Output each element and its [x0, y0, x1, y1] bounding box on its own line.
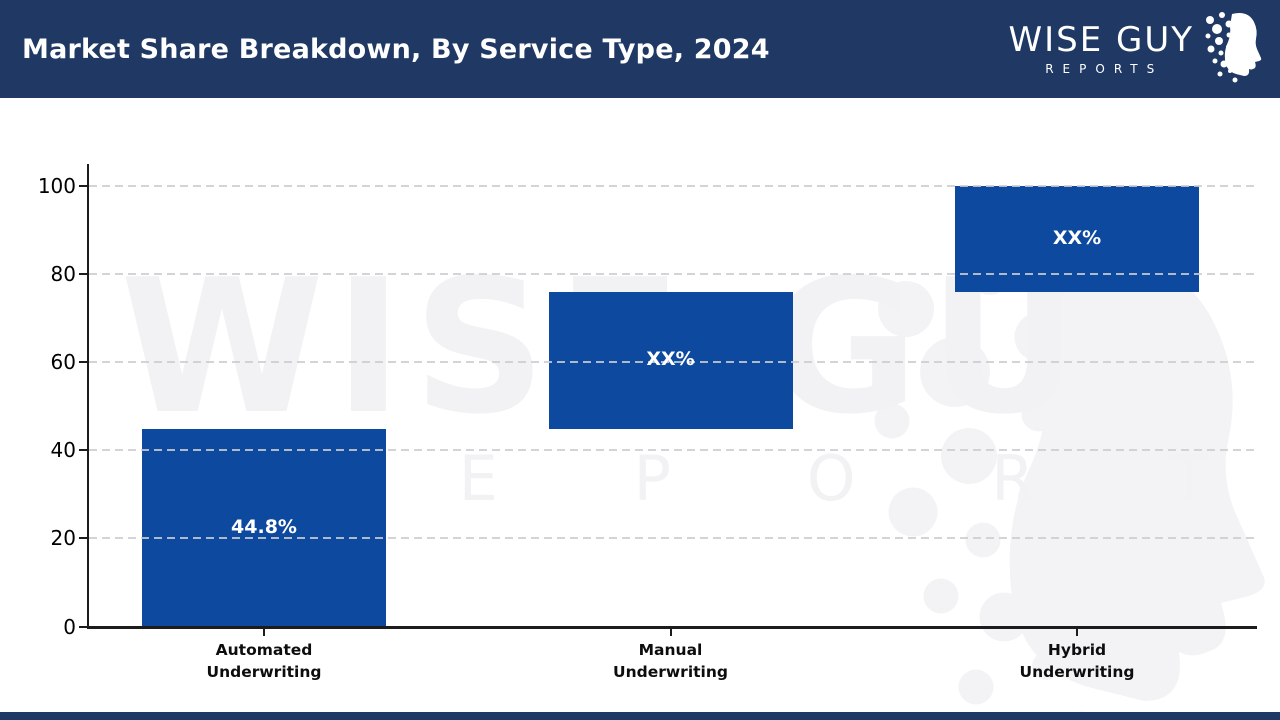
brand-subtitle: REPORTS: [1045, 62, 1164, 76]
gridline-100: [89, 185, 1255, 187]
y-tick-label: 60: [50, 350, 76, 375]
x-axis-line: [87, 625, 1257, 629]
y-tick-mark-100: [79, 185, 87, 187]
x-tick-mark: [1076, 628, 1078, 636]
bar-segment: [548, 291, 793, 430]
gridline-40: [89, 449, 1255, 452]
head-profile-logo-icon: [1205, 12, 1262, 83]
y-tick-label: 0: [63, 614, 76, 639]
y-tick-mark-20: [79, 537, 87, 540]
footer-bar: [0, 712, 1280, 720]
chart-title: Market Share Breakdown, By Service Type,…: [22, 33, 770, 65]
y-tick-mark-60: [79, 361, 87, 364]
y-tick-mark-40: [79, 449, 87, 452]
bar-value-label: 44.8%: [231, 515, 297, 538]
y-tick-label: 80: [50, 262, 76, 287]
brand-logo-text: WISE GUY REPORTS: [1008, 20, 1194, 76]
brand-logo: WISE GUY REPORTS: [1008, 8, 1264, 88]
y-axis-line: [87, 164, 89, 628]
y-tick-label: 100: [37, 174, 76, 198]
y-tick-label: 40: [50, 438, 76, 463]
x-tick-mark: [669, 628, 672, 636]
y-tick-mark-0: [79, 625, 87, 628]
brand-name: WISE GUY: [1008, 20, 1194, 60]
y-tick-label: 20: [50, 526, 76, 551]
x-tick-mark: [263, 628, 265, 636]
gridline-20: [89, 537, 1255, 540]
gridline-60: [89, 361, 1255, 364]
bar-value-label: XX%: [1052, 226, 1102, 249]
x-category-label: Manual Underwriting: [612, 641, 728, 681]
bar-segment: [142, 429, 386, 627]
bar-value-label: XX%: [646, 348, 695, 371]
x-category-label: Hybrid Underwriting: [1019, 641, 1135, 681]
y-tick-mark-80: [79, 273, 87, 276]
header-bar: Market Share Breakdown, By Service Type,…: [0, 0, 1280, 98]
gridline-80: [89, 273, 1255, 276]
x-category-label: Automated Underwriting: [206, 641, 322, 681]
